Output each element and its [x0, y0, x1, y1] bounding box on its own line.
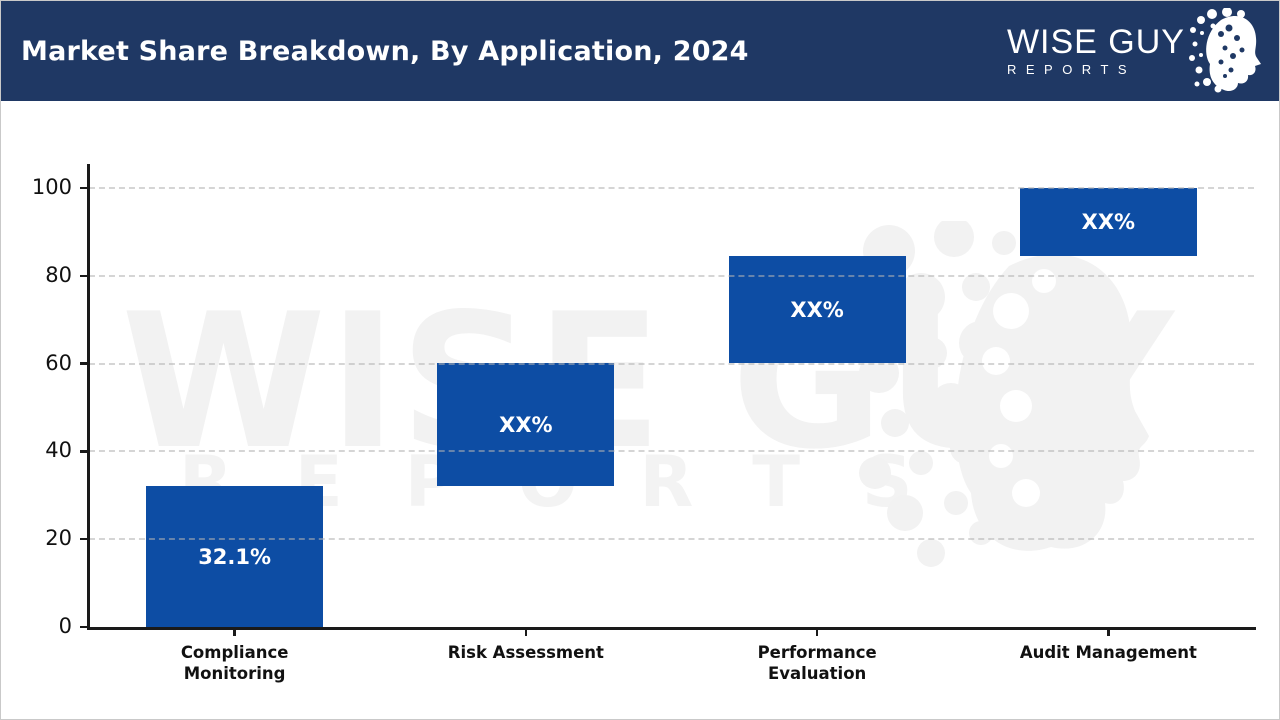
bar-compliance-monitoring: 32.1%	[146, 486, 324, 627]
y-tick-0	[80, 625, 89, 629]
wise-guy-head-icon	[1189, 8, 1261, 93]
logo-subtitle: REPORTS	[1006, 62, 1137, 78]
plot-area: WISE GUY REPORTS 02040608010032.1%Compli…	[1, 101, 1279, 719]
y-axis	[87, 164, 90, 630]
bar-value-label-compliance-monitoring: 32.1%	[198, 544, 272, 569]
y-tick-label-80: 80	[45, 262, 72, 287]
bar-risk-assessment: XX%	[437, 363, 615, 487]
x-axis-label-audit-management: Audit Management	[1019, 643, 1197, 662]
y-tick-label-40: 40	[45, 438, 72, 463]
logo-text: WISE GUY REPORTS	[1006, 22, 1185, 78]
x-tick-audit-management	[1107, 627, 1110, 636]
bar-value-label-performance-evaluation: XX%	[790, 297, 844, 322]
wise-guy-logo: WISE GUY REPORTS	[1007, 8, 1267, 94]
gridline-20	[89, 538, 1254, 541]
gridline-80	[89, 274, 1254, 277]
chart-title: Market Share Breakdown, By Application, …	[21, 35, 749, 67]
x-tick-compliance-monitoring	[233, 627, 236, 636]
x-tick-performance-evaluation	[815, 627, 819, 636]
header: Market Share Breakdown, By Application, …	[1, 1, 1279, 101]
y-tick-20	[80, 537, 89, 541]
bar-audit-management: XX%	[1019, 188, 1197, 257]
gridline-40	[89, 450, 1254, 453]
x-axis-label-performance-evaluation: Performance Evaluation	[757, 643, 877, 684]
y-tick-label-0: 0	[58, 614, 72, 638]
bar-value-label-risk-assessment: XX%	[499, 412, 553, 437]
y-tick-60	[80, 362, 89, 365]
y-tick-80	[80, 274, 89, 278]
logo-wordmark: WISE GUY	[1006, 22, 1185, 61]
x-axis-label-compliance-monitoring: Compliance Monitoring	[180, 643, 289, 684]
x-tick-risk-assessment	[524, 627, 528, 636]
bar-value-label-audit-management: XX%	[1081, 210, 1136, 235]
y-tick-label-100: 100	[31, 175, 72, 199]
x-axis	[87, 627, 1256, 630]
y-tick-label-60: 60	[45, 350, 72, 375]
gridline-60	[89, 362, 1254, 365]
bar-performance-evaluation: XX%	[728, 256, 906, 364]
y-tick-label-20: 20	[45, 526, 72, 551]
x-axis-label-risk-assessment: Risk Assessment	[447, 643, 604, 662]
y-tick-100	[80, 186, 89, 190]
gridline-100	[89, 187, 1254, 189]
y-tick-40	[80, 450, 89, 453]
